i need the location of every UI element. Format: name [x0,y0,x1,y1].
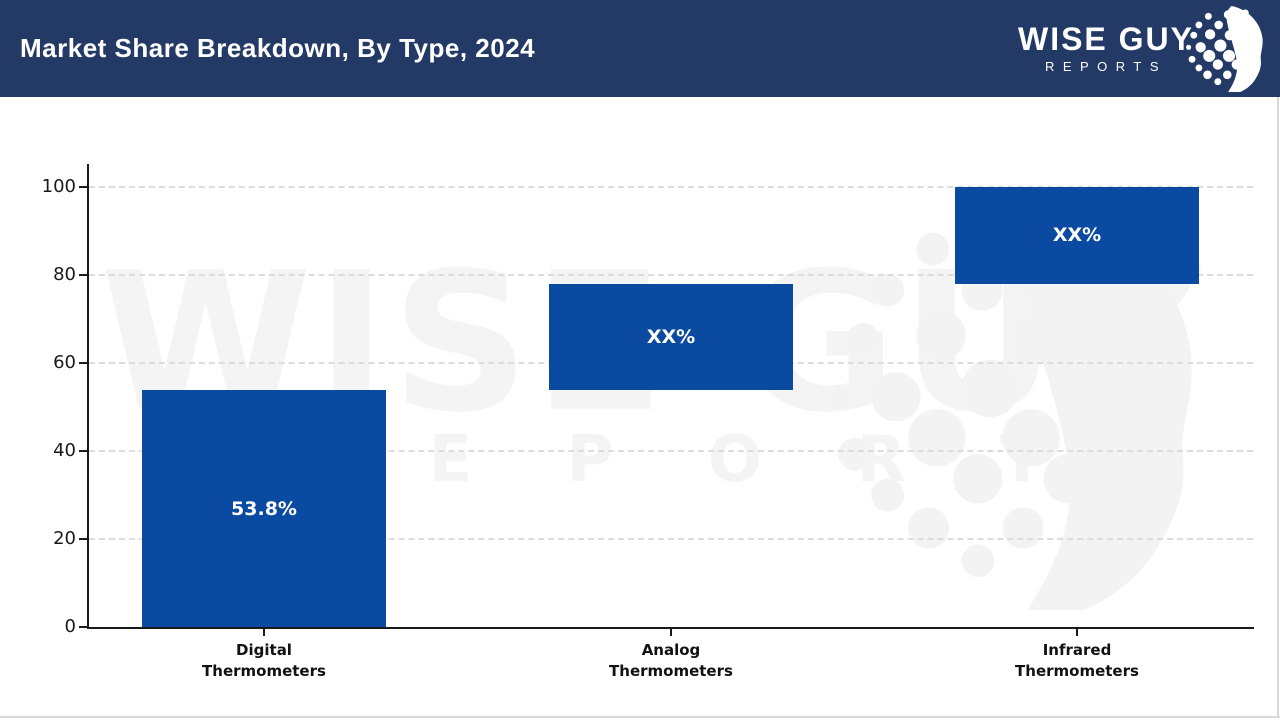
y-tick-label: 40 [53,440,76,461]
wiseguy-logo: WISE GUY REPORTS [1018,4,1266,94]
gridline [89,274,1253,276]
x-label-line1: Infrared [1042,641,1112,659]
page-edge-right [1277,97,1279,716]
bar-value-label: 53.8% [231,497,297,520]
bar-value-label: XX% [646,326,696,349]
page-title: Market Share Breakdown, By Type, 2024 [20,33,536,63]
header: Market Share Breakdown, By Type, 2024 WI… [0,0,1280,97]
y-tick-label: 20 [53,528,76,549]
page-edge-bottom [0,716,1280,718]
x-tick-mark [1076,629,1078,636]
bar-analog-thermometers: XX% [549,283,793,391]
bar-infrared-thermometers: XX% [955,187,1199,284]
y-tick-mark [79,450,87,452]
y-tick-mark [79,186,87,188]
x-axis-line [87,627,1254,629]
x-axis-category-label: Infrared Thermometers [917,640,1237,682]
x-label-line1: Analog [641,641,701,659]
y-tick-label: 0 [64,616,76,637]
x-axis-category-label: Digital Thermometers [104,640,424,682]
y-axis-line [87,164,89,629]
x-tick-mark [263,629,265,636]
x-label-line2: Thermometers [1015,662,1139,680]
y-tick-mark [79,538,87,540]
y-tick-label: 80 [53,264,76,285]
y-tick-mark [79,626,87,628]
x-label-line2: Thermometers [609,662,733,680]
y-tick-mark [79,274,87,276]
gridline [89,538,1253,540]
logo-face-icon [1180,4,1266,94]
gridline [89,450,1253,452]
y-tick-mark [79,362,87,364]
y-tick-label: 60 [53,352,76,373]
bar-value-label: XX% [1052,224,1102,247]
bar-digital-thermometers: 53.8% [142,390,386,627]
x-tick-mark [670,629,672,636]
logo-subtext: REPORTS [1044,59,1168,74]
x-label-line2: Thermometers [202,662,326,680]
x-label-line1: Digital [236,641,292,659]
gridline [89,186,1253,188]
x-axis-category-label: Analog Thermometers [511,640,831,682]
logo-wordmark: WISE GUY [1017,21,1194,57]
logo-text: WISE GUY REPORTS [1018,23,1194,74]
y-tick-label: 100 [41,176,76,197]
